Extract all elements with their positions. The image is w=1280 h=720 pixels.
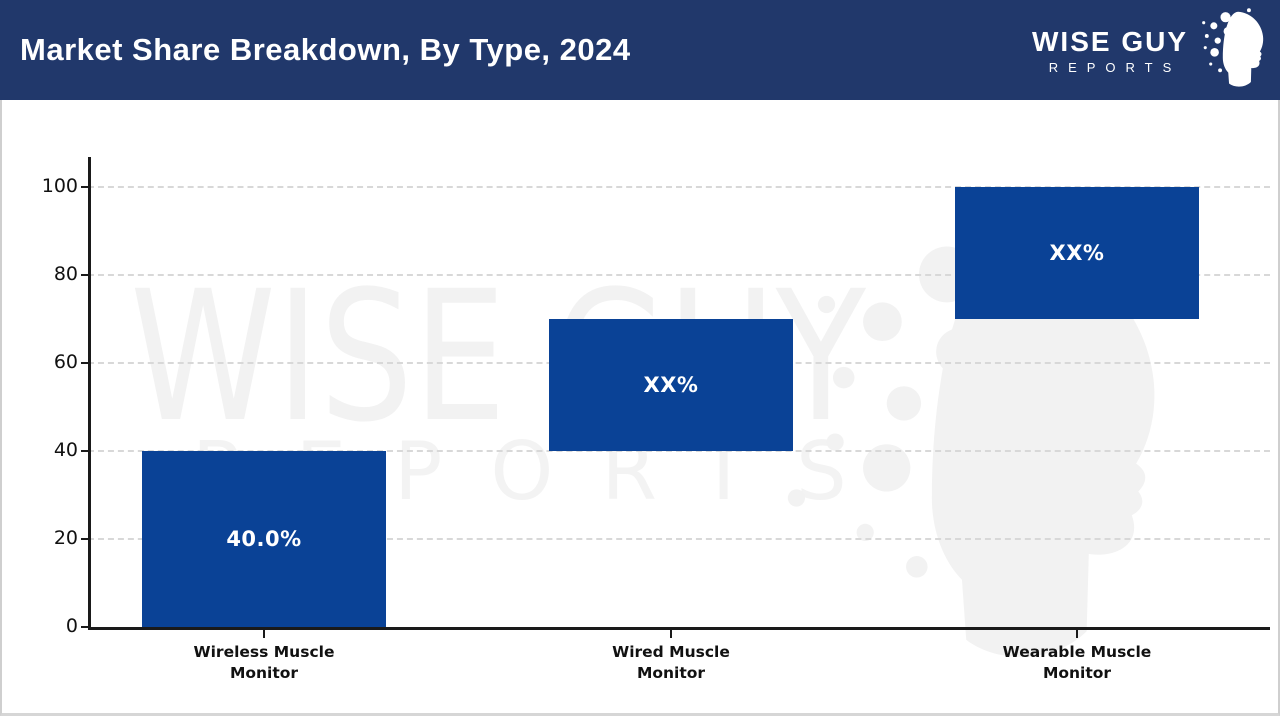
chart-canvas: WISE GUY REPORTS 0 20 40 60 80 100 40.0% Wirele… bbox=[0, 100, 1280, 716]
bar-value-label: XX% bbox=[1049, 241, 1105, 265]
x-axis-line bbox=[88, 627, 1270, 630]
category-label: Wireless Muscle Monitor bbox=[193, 643, 335, 682]
y-tick-label: 100 bbox=[41, 175, 78, 197]
logo-wordmark: WISE GUY bbox=[1031, 25, 1188, 57]
y-tick-label: 80 bbox=[53, 263, 78, 285]
bar-value-label: XX% bbox=[643, 373, 699, 397]
bar-1: 40.0% bbox=[142, 451, 386, 627]
wiseguy-logo: WISE GUY REPORTS bbox=[1032, 6, 1270, 94]
y-tick-mark bbox=[81, 274, 88, 276]
logo-subtitle: REPORTS bbox=[1048, 59, 1182, 75]
y-tick-label: 40 bbox=[53, 439, 78, 461]
category-label: Wired Muscle Monitor bbox=[612, 643, 730, 682]
gridline-20 bbox=[88, 538, 1270, 540]
bar-value-label: 40.0% bbox=[226, 527, 302, 551]
y-tick-label: 60 bbox=[53, 351, 78, 373]
bar-3: XX% bbox=[955, 187, 1199, 319]
header-bar: Market Share Breakdown, By Type, 2024 WI… bbox=[0, 0, 1280, 100]
x-tick-mark bbox=[1076, 629, 1078, 638]
y-tick-mark bbox=[81, 362, 88, 364]
y-tick-label: 20 bbox=[53, 527, 78, 549]
page-title: Market Share Breakdown, By Type, 2024 bbox=[20, 32, 631, 67]
logo-text: WISE GUY REPORTS bbox=[1032, 26, 1188, 75]
plot-area: 0 20 40 60 80 100 40.0% Wireless Muscle Monitor X… bbox=[2, 100, 1278, 713]
y-tick-mark bbox=[81, 186, 88, 188]
category-label: Wearable Muscle Monitor bbox=[1002, 643, 1152, 682]
y-tick-label: 0 bbox=[65, 615, 78, 637]
gridline-40 bbox=[88, 450, 1270, 452]
x-tick-mark bbox=[670, 629, 672, 638]
y-tick-mark bbox=[81, 538, 88, 540]
gridline-100 bbox=[88, 186, 1270, 188]
logo-face-icon bbox=[1202, 8, 1264, 87]
x-tick-mark bbox=[263, 629, 265, 638]
y-axis-line bbox=[88, 157, 91, 629]
bar-2: XX% bbox=[549, 319, 793, 451]
y-tick-mark bbox=[81, 626, 88, 628]
gridline-80 bbox=[88, 274, 1270, 276]
y-tick-mark bbox=[81, 450, 88, 452]
